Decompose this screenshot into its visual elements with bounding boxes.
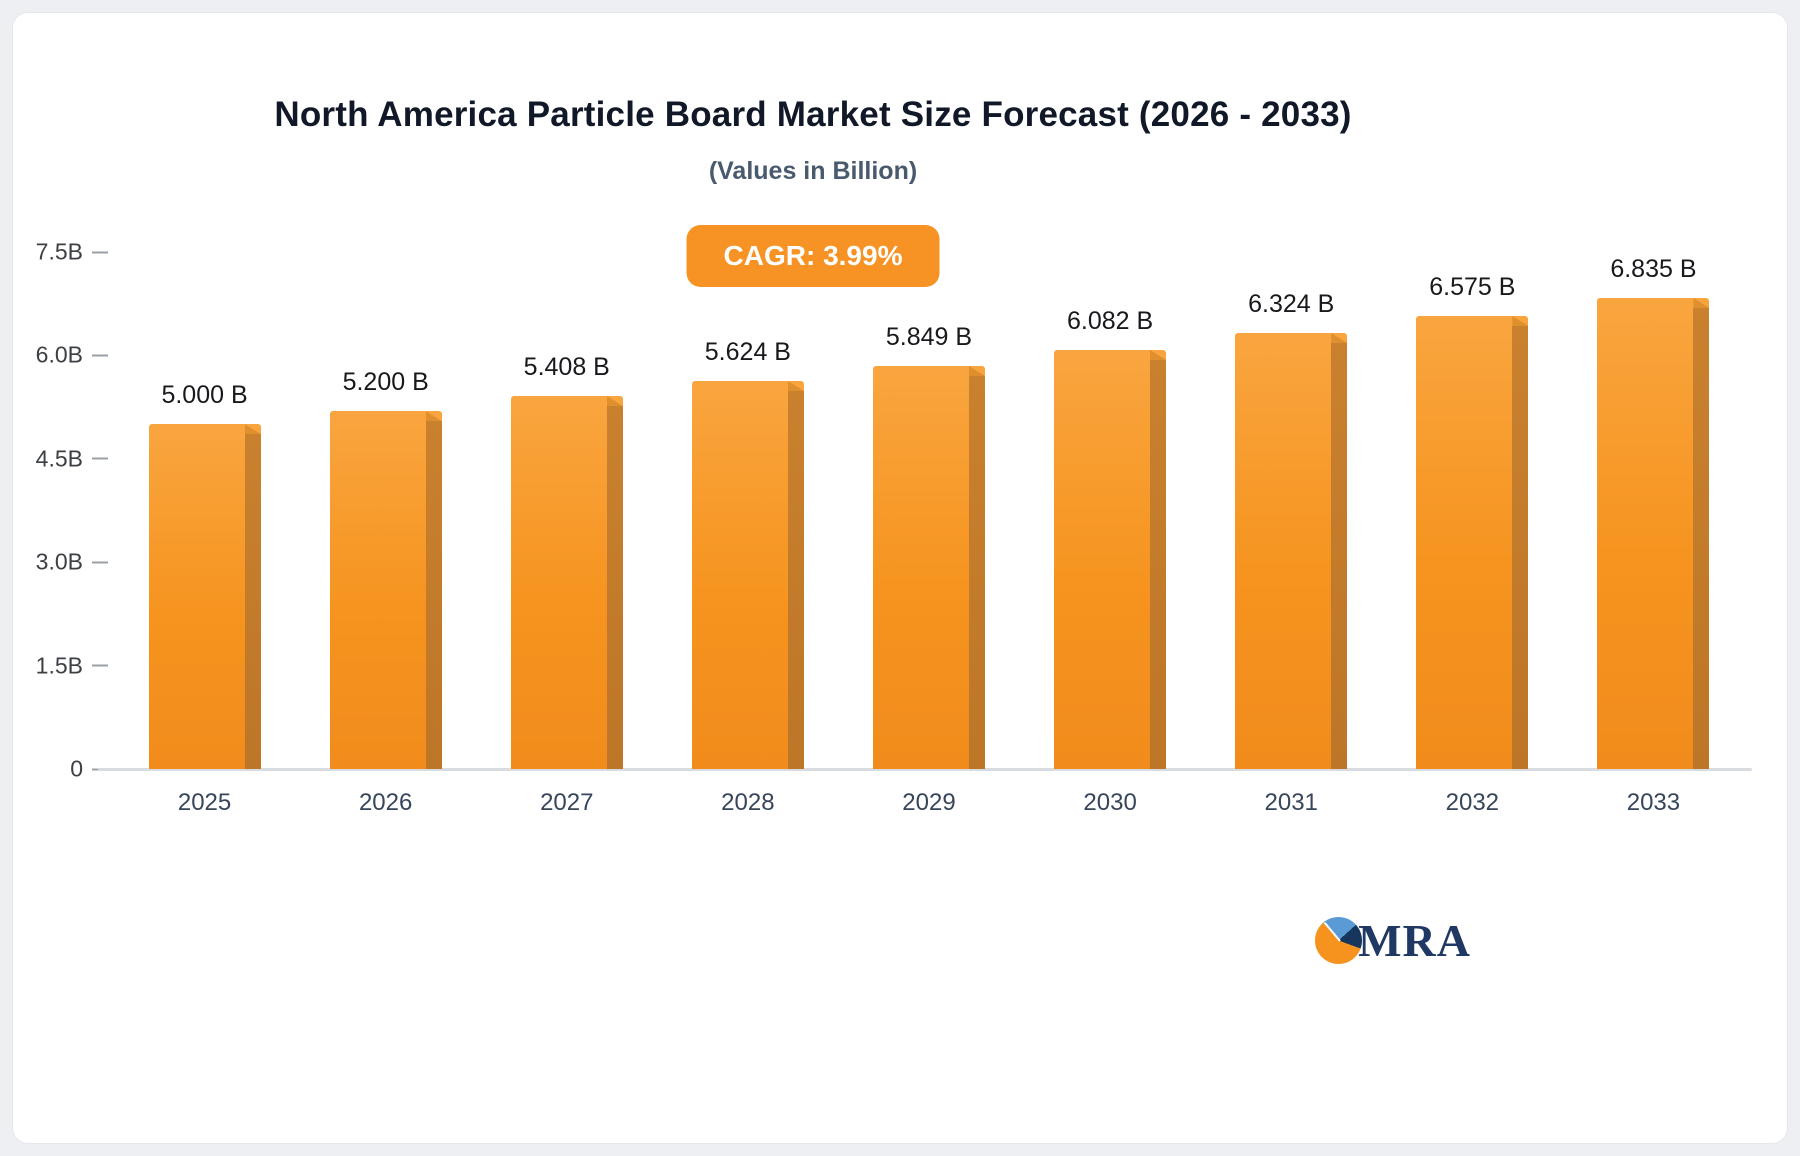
bar-side-face xyxy=(606,406,623,769)
bar-value-label: 5.849 B xyxy=(885,323,973,351)
bar-top-bevel xyxy=(425,411,442,421)
plot-area: 0 1.5B 3.0B 4.5B 6.0B 7.5B 5.000 B 2025 5.200 B… xyxy=(36,239,1752,816)
y-tick-label: 3.0B xyxy=(35,548,83,575)
pie-chart-icon xyxy=(1315,917,1363,964)
bar-2026[interactable] xyxy=(329,411,442,769)
bar-front-face xyxy=(1054,350,1167,769)
x-axis-baseline xyxy=(98,768,1752,771)
x-axis-label-2033: 2033 xyxy=(1626,789,1681,816)
x-axis-label-2032: 2032 xyxy=(1445,789,1500,816)
bar-side-face xyxy=(968,376,985,769)
y-axis: 0 1.5B 3.0B 4.5B 6.0B 7.5B xyxy=(13,239,108,782)
bar-side-face xyxy=(1331,343,1348,769)
bar-value-label: 5.200 B xyxy=(342,368,429,396)
bar-group-2028: 5.624 B 2028 xyxy=(657,252,838,816)
bar-value-label: 6.835 B xyxy=(1610,255,1697,283)
y-tick-mark xyxy=(92,664,108,667)
x-axis-label-2028: 2028 xyxy=(721,789,775,816)
bar-value-label: 6.324 B xyxy=(1248,290,1335,318)
chart-subtitle: (Values in Billion) xyxy=(708,157,918,185)
bar-value-label: 5.408 B xyxy=(523,353,610,381)
bar-top-bevel xyxy=(244,424,261,434)
bar-group-2027: 5.408 B 2027 xyxy=(476,252,657,816)
bar-front-face xyxy=(329,411,442,769)
x-axis-label-2030: 2030 xyxy=(1083,789,1137,816)
y-tick-mark xyxy=(92,457,108,460)
bar-top-bevel xyxy=(787,381,804,391)
chart-header: North America Particle Board Market Size… xyxy=(13,95,1613,186)
bar-side-face xyxy=(1512,326,1529,769)
bar-value-label: 5.624 B xyxy=(704,338,791,366)
y-tick: 7.5B xyxy=(13,238,108,266)
bar-front-face xyxy=(510,396,623,769)
bar-group-2032: 6.575 B 2032 xyxy=(1382,252,1563,816)
bar-2032[interactable] xyxy=(1416,316,1529,769)
bar-2027[interactable] xyxy=(510,396,623,769)
y-tick-mark xyxy=(92,354,108,357)
bar-front-face xyxy=(148,424,261,769)
bar-value-label: 5.000 B xyxy=(161,381,248,409)
y-tick: 0 xyxy=(13,755,108,783)
x-axis-label-2025: 2025 xyxy=(177,789,232,816)
cagr-badge: CAGR: 3.99% xyxy=(686,225,940,287)
x-axis-label-2027: 2027 xyxy=(540,789,594,816)
bar-2030[interactable] xyxy=(1054,350,1167,769)
y-tick: 6.0B xyxy=(13,341,108,369)
bar-side-face xyxy=(787,391,804,769)
x-axis-label-2031: 2031 xyxy=(1264,789,1318,816)
brand-logo: MRA xyxy=(1315,914,1471,967)
bar-side-face xyxy=(1693,308,1710,769)
bar-value-label: 6.575 B xyxy=(1429,273,1516,301)
bar-2025[interactable] xyxy=(148,424,261,769)
bar-side-face xyxy=(425,421,442,769)
chart-title: North America Particle Board Market Size… xyxy=(274,95,1352,134)
bar-front-face xyxy=(691,381,804,769)
bar-front-face xyxy=(1235,333,1348,769)
y-tick-label: 1.5B xyxy=(35,652,83,679)
bar-2031[interactable] xyxy=(1235,333,1348,769)
bar-top-bevel xyxy=(1512,316,1529,326)
bar-value-label: 6.082 B xyxy=(1067,307,1154,335)
bar-group-2026: 5.200 B 2026 xyxy=(295,252,476,816)
bar-group-2025: 5.000 B 2025 xyxy=(114,252,295,816)
bar-top-bevel xyxy=(1150,350,1167,360)
bar-top-bevel xyxy=(968,366,985,376)
chart-card: North America Particle Board Market Size… xyxy=(12,12,1788,1144)
bar-top-bevel xyxy=(1693,298,1710,308)
bar-front-face xyxy=(1597,298,1710,769)
bar-front-face xyxy=(1416,316,1529,769)
bar-group-2030: 6.082 B 2030 xyxy=(1020,252,1201,816)
y-tick-mark xyxy=(92,251,108,253)
y-tick-label: 7.5B xyxy=(35,238,83,265)
bar-side-face xyxy=(1150,360,1167,769)
bar-side-face xyxy=(244,434,261,769)
bar-group-2033: 6.835 B 2033 xyxy=(1563,252,1744,816)
y-tick: 4.5B xyxy=(13,445,108,472)
bar-2029[interactable] xyxy=(872,366,985,769)
y-tick-mark xyxy=(92,561,108,564)
brand-logo-text: MRA xyxy=(1358,915,1471,966)
bar-2033[interactable] xyxy=(1597,298,1710,769)
y-tick: 1.5B xyxy=(13,652,108,679)
y-tick-label: 6.0B xyxy=(35,341,83,368)
y-tick-label: 0 xyxy=(70,755,83,782)
bar-group-2029: 5.849 B 2029 xyxy=(838,252,1019,816)
x-axis-label-2026: 2026 xyxy=(358,789,413,816)
bar-top-bevel xyxy=(1331,333,1348,343)
bar-front-face xyxy=(872,366,985,769)
bar-top-bevel xyxy=(606,396,623,406)
y-tick-label: 4.5B xyxy=(35,445,83,472)
bar-2028[interactable] xyxy=(691,381,804,769)
y-tick: 3.0B xyxy=(13,548,108,576)
bar-group-2031: 6.324 B 2031 xyxy=(1201,252,1382,816)
x-axis-label-2029: 2029 xyxy=(902,789,956,816)
